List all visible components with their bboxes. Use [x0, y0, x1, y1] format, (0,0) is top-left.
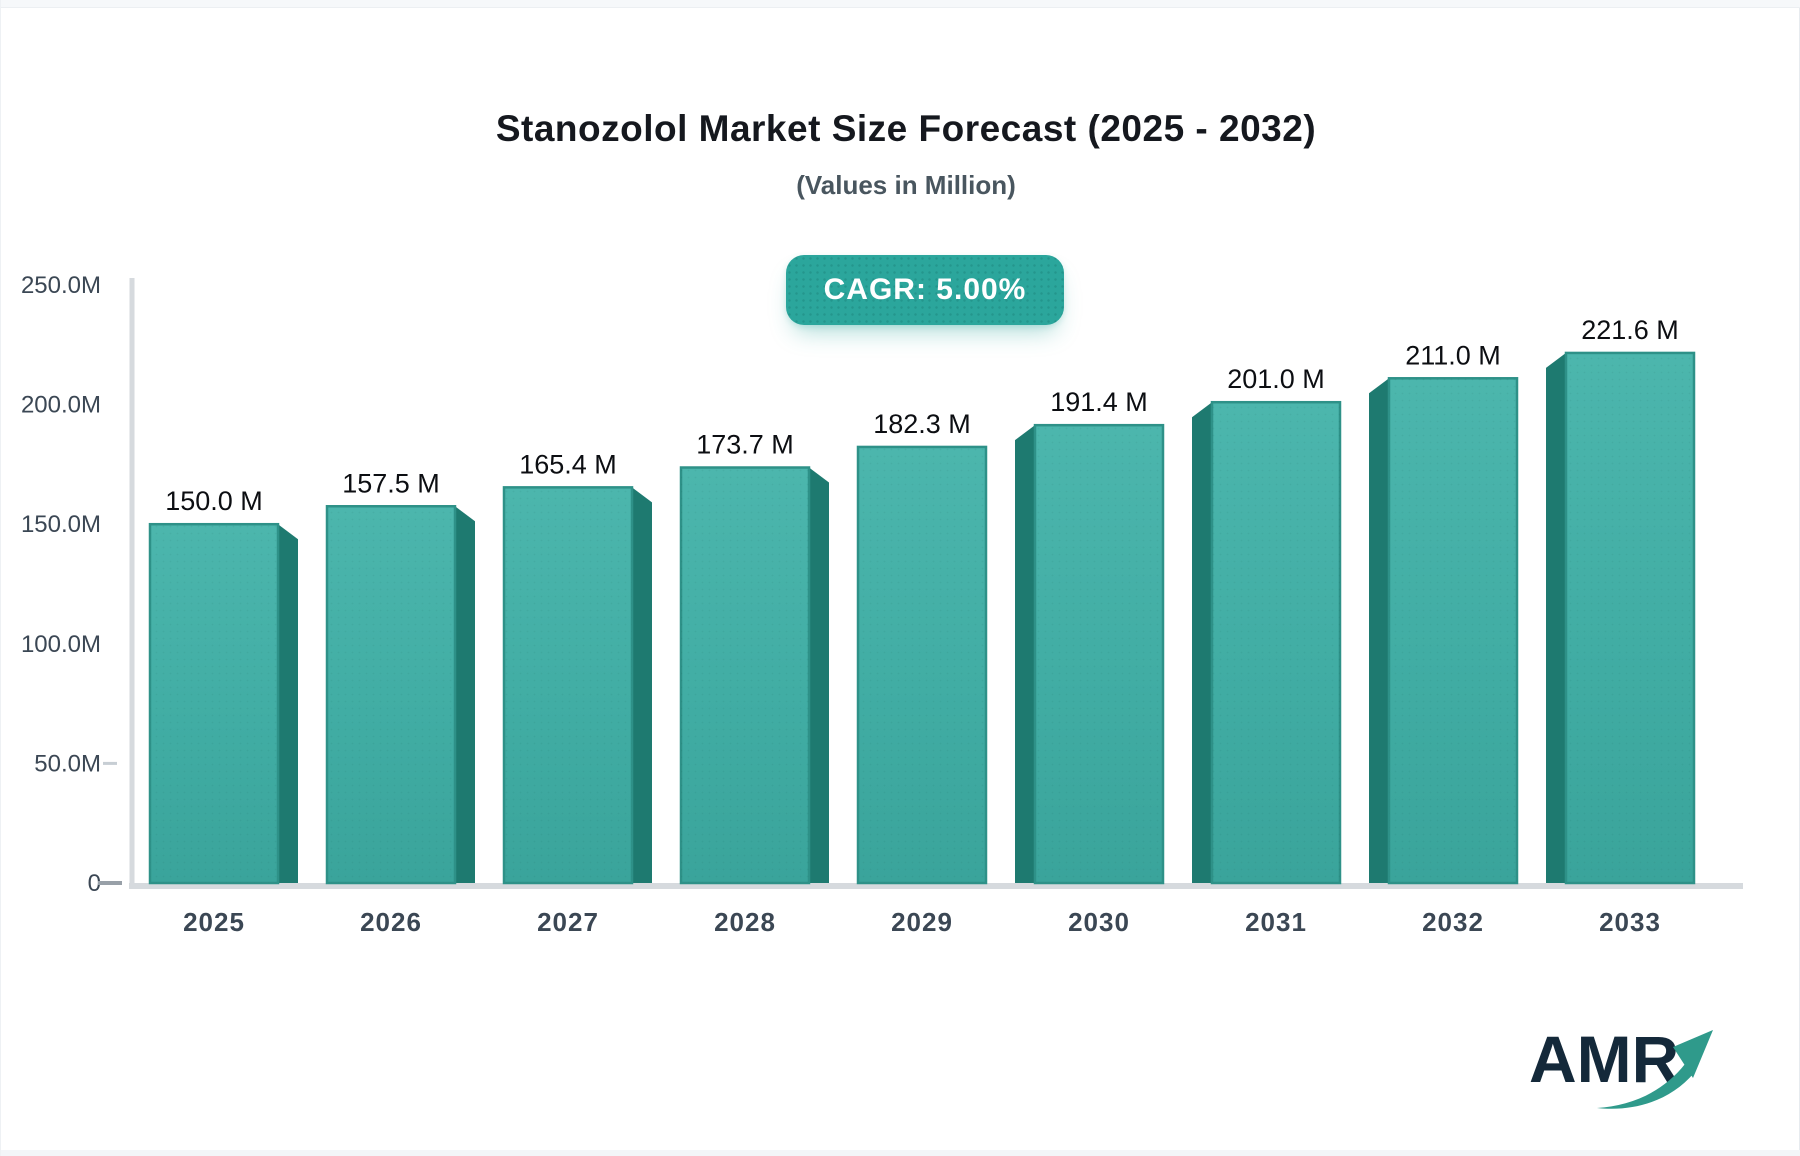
chart-title: Stanozolol Market Size Forecast (2025 - … [495, 108, 1317, 149]
y-tick-label: 200.0M [21, 392, 101, 419]
bar-texture [327, 506, 455, 883]
bar-texture [504, 487, 632, 883]
bar-side [1369, 378, 1389, 883]
bar-texture [150, 524, 278, 883]
bar-value-label: 157.5 M [342, 468, 440, 498]
growth-arrow-icon [1597, 1030, 1713, 1109]
bar-texture [1035, 425, 1163, 883]
bottom-edge-strip [1, 1150, 1800, 1156]
amr-logo-text: AMR [1529, 1022, 1680, 1096]
bar-texture [681, 467, 809, 883]
y-tick-label: 150.0M [21, 511, 101, 538]
y-tick-label: 50.0M [34, 750, 101, 777]
bar-value-label: 165.4 M [519, 449, 617, 479]
bar-value-label: 211.0 M [1405, 340, 1501, 370]
bar-texture [1389, 378, 1517, 883]
bar-side [1015, 425, 1035, 883]
bar-value-label: 201.0 M [1227, 364, 1325, 394]
top-edge-strip [1, 0, 1800, 8]
x-tick-label: 2028 [714, 907, 776, 937]
bar-value-label: 191.4 M [1050, 387, 1148, 417]
bar-value-label: 182.3 M [873, 409, 971, 439]
y-tick-label: 250.0M [21, 272, 101, 299]
amr-logo: AMR [1529, 1026, 1729, 1126]
y-tick-label: 0 [88, 870, 101, 897]
bar-side [455, 506, 475, 883]
bar-texture [858, 446, 986, 883]
x-tick-label: 2027 [537, 907, 599, 937]
cagr-badge: CAGR: 5.00% [786, 255, 1064, 325]
x-tick-label: 2026 [360, 907, 422, 937]
x-tick-label: 2032 [1422, 907, 1484, 937]
bar-value-label: 150.0 M [165, 486, 263, 516]
y-tick-label: 100.0M [21, 631, 101, 658]
x-tick-label: 2031 [1245, 907, 1307, 937]
bar-side [1546, 352, 1566, 883]
x-tick-label: 2033 [1599, 907, 1661, 937]
bar-value-label: 221.6 M [1581, 315, 1679, 345]
bar-texture [1566, 352, 1694, 883]
bar-side [1192, 402, 1212, 883]
bar-value-label: 173.7 M [696, 430, 794, 460]
chart-subtitle: (Values in Million) [796, 170, 1016, 200]
x-tick-label: 2029 [891, 907, 953, 937]
x-tick-label: 2030 [1068, 907, 1130, 937]
bar-texture [1212, 402, 1340, 883]
x-tick-label: 2025 [183, 907, 245, 937]
bar-side [809, 467, 829, 883]
bar-side [632, 487, 652, 883]
bar-side [278, 524, 298, 883]
